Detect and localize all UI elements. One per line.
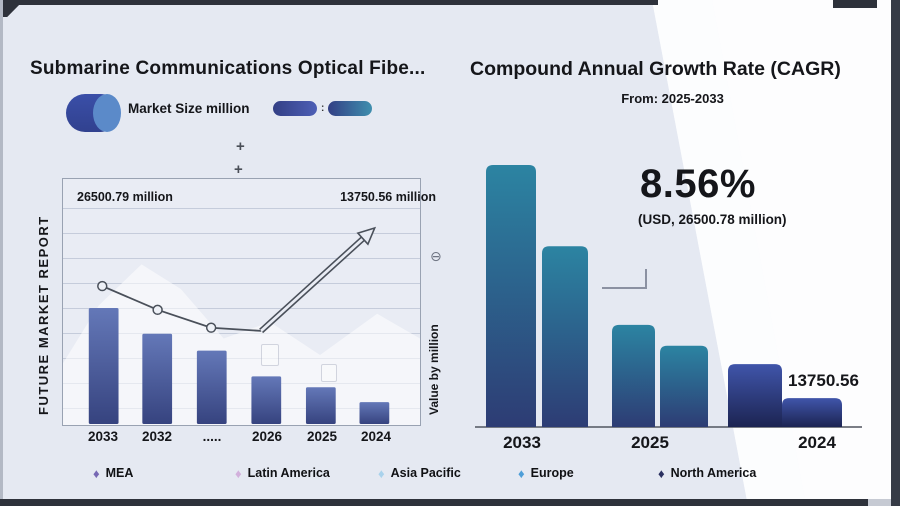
legend-label: North America [670, 466, 757, 480]
right-chart-x-axis: 2033 2025 2024 [460, 433, 880, 455]
legend-item-asia-pacific: ♦ Asia Pacific [378, 466, 461, 480]
x-tick-2024: 2024 [360, 429, 392, 444]
left-chart-x-axis: 2033 2032..... 2026 2025 2024 [62, 429, 422, 447]
market-bar-2033 [88, 307, 119, 424]
cagr-bar-secondary-2025 [660, 345, 708, 427]
x-tick-2026: 2026 [251, 429, 283, 444]
plus-icon: + [234, 161, 243, 178]
cagr-bar-primary-2025 [612, 324, 655, 427]
legend-label: Asia Pacific [390, 466, 461, 480]
legend-diamond-icon: ♦ [378, 465, 385, 481]
corner-bracket-decoration [645, 269, 647, 289]
market-bar-2024 [359, 402, 390, 424]
right-chart-subtitle: From: 2025-2033 [621, 91, 724, 106]
cagr-bar-secondary-2024 [782, 398, 842, 427]
future-market-report-watermark: FUTURE MARKET REPORT [36, 215, 51, 415]
legend-diamond-icon: ♦ [658, 465, 665, 481]
frame-left-edge [0, 0, 3, 506]
region-legend: ♦ MEA ♦ Latin America ♦ Asia Pacific ♦ Europe ♦ N… [0, 466, 900, 490]
frame-top-edge [0, 0, 658, 5]
x-tick-2033: 2033 [87, 429, 119, 444]
left-chart-title: Submarine Communications Optical Fibe... [30, 58, 426, 79]
ghost-document-icon [321, 364, 337, 382]
trend-marker [205, 322, 217, 333]
value-label-2024: 13750.56 million [340, 190, 436, 204]
market-bar-..... [196, 350, 227, 424]
legend-item-mea: ♦ MEA [93, 466, 133, 480]
frame-top-notch [833, 0, 877, 8]
y-axis-label: Value by million [427, 324, 441, 415]
x-tick-2025: 2025 [306, 429, 338, 444]
ratio-colon: : [321, 103, 325, 114]
legend-item-latin-america: ♦ Latin America [235, 466, 330, 480]
plus-icon: + [236, 138, 245, 155]
arrow-head [356, 226, 377, 246]
left-chart-panel: 26500.79 million 13750.56 million [62, 178, 436, 426]
circled-minus-icon: ⊖ [430, 248, 442, 264]
x-tick-2024: 2024 [798, 433, 836, 452]
corner-bracket-decoration [602, 287, 647, 289]
cagr-percentage: 8.56% [640, 162, 756, 206]
cagr-bar-primary-2024 [728, 364, 782, 427]
value-label-13750: 13750.56 [788, 371, 859, 390]
frame-bottom-edge [0, 499, 868, 506]
frame-right-edge [891, 0, 900, 506]
trend-marker [97, 280, 108, 292]
market-bar-2032 [142, 333, 173, 424]
frame-bottom-right-edge [868, 499, 900, 506]
market-size-bar-chart [88, 226, 390, 424]
x-tick-2032: 2032 [141, 429, 173, 444]
value-label-2033: 26500.79 million [77, 190, 173, 204]
legend-item-europe: ♦ Europe [518, 466, 574, 480]
right-chart-title: Compound Annual Growth Rate (CAGR) [470, 58, 841, 80]
legend-label: Europe [530, 466, 574, 480]
legend-diamond-icon: ♦ [235, 465, 242, 481]
legend-label: Latin America [247, 466, 330, 480]
ratio-pill-right-icon [328, 101, 373, 116]
cagr-detail: (USD, 26500.78 million) [638, 212, 787, 227]
trend-line [101, 285, 262, 332]
ghost-document-icon [261, 344, 279, 366]
legend-diamond-icon: ♦ [518, 465, 525, 481]
cagr-bar-chart [475, 165, 862, 428]
cylinder-icon [66, 94, 121, 132]
legend-label: MEA [105, 466, 134, 480]
x-tick-2033: 2033 [503, 433, 541, 452]
x-tick-2025: 2025 [631, 433, 669, 452]
market-bar-2025 [305, 387, 336, 424]
legend-diamond-icon: ♦ [93, 465, 100, 481]
cagr-bar-secondary-2033 [542, 246, 588, 427]
x-tick-.....: ..... [202, 429, 222, 444]
ratio-pills: : [273, 101, 373, 116]
legend-item-north-america: ♦ North America [658, 466, 756, 480]
trend-marker [152, 304, 163, 316]
cagr-bar-primary-2033 [486, 165, 536, 427]
cylinder-cap-shape [93, 94, 121, 132]
market-bar-2026 [251, 376, 282, 424]
arrow-shaft-fill [260, 237, 364, 332]
market-size-legend-label: Market Size million [128, 101, 250, 116]
ratio-pill-left-icon [273, 101, 317, 116]
